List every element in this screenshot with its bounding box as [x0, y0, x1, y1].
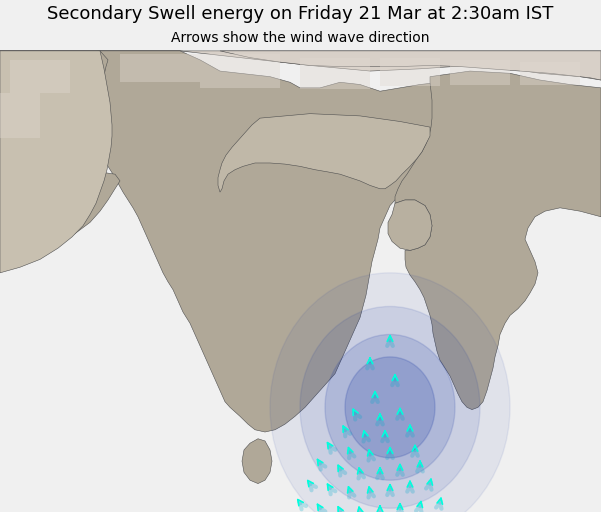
Text: Arrows show the wind wave direction: Arrows show the wind wave direction [171, 31, 430, 45]
Circle shape [270, 273, 510, 512]
Bar [200, 54, 280, 88]
Polygon shape [218, 114, 430, 192]
Circle shape [345, 357, 435, 458]
Bar [0, 94, 40, 138]
Polygon shape [0, 51, 108, 181]
Bar [450, 60, 510, 84]
Bar [380, 58, 440, 86]
Bar [520, 62, 580, 84]
Bar [10, 60, 70, 94]
Polygon shape [0, 169, 120, 262]
Text: Secondary Swell energy on Friday 21 Mar at 2:30am IST: Secondary Swell energy on Friday 21 Mar … [47, 5, 554, 23]
Bar [300, 58, 370, 89]
Circle shape [300, 307, 480, 508]
Polygon shape [242, 439, 272, 483]
Polygon shape [388, 200, 432, 250]
Polygon shape [0, 51, 112, 273]
Polygon shape [0, 51, 601, 80]
Polygon shape [220, 51, 601, 80]
Polygon shape [395, 71, 601, 410]
Polygon shape [73, 51, 480, 432]
Bar [120, 54, 200, 82]
Circle shape [325, 334, 455, 480]
